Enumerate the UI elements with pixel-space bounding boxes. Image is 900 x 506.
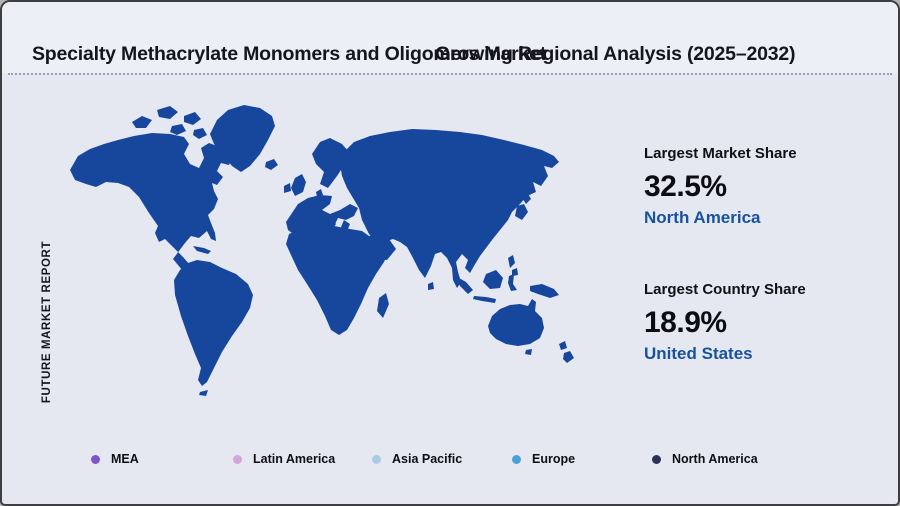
map-legend: MEA Latin America Asia Pacific Europe No… [2, 449, 898, 473]
legend-item-latin-america: Latin America [233, 449, 335, 469]
world-map-landmass [70, 105, 574, 396]
stat-value: 32.5% [644, 170, 727, 203]
stat-largest-country-share: Largest Country Share 18.9% United State… [644, 281, 884, 364]
legend-dot-asia-pacific [372, 454, 381, 464]
legend-item-asia-pacific: Asia Pacific [372, 449, 462, 469]
stats-panel: Largest Market Share 32.5% North America… [644, 145, 884, 404]
legend-item-mea: MEA [91, 449, 139, 469]
legend-dot-mea [91, 454, 100, 464]
legend-label: Asia Pacific [392, 452, 463, 466]
stat-region: United States [644, 344, 753, 363]
legend-dot-north-america [652, 454, 661, 464]
legend-label: Latin America [253, 452, 336, 466]
legend-label: Europe [532, 452, 576, 466]
stat-region: North America [644, 208, 761, 227]
legend-label: MEA [111, 452, 139, 466]
dotted-divider [8, 73, 892, 75]
legend-dot-latin-america [233, 454, 242, 464]
stat-value: 18.9% [644, 306, 727, 339]
stat-label: Largest Country Share [644, 281, 806, 298]
legend-item-north-america: North America [652, 449, 758, 469]
world-map [70, 105, 574, 396]
page-title-analysis: Growing Regional Analysis (2025–2032) [435, 43, 796, 65]
legend-dot-europe [512, 454, 521, 464]
page-title-product: Specialty Methacrylate Monomers and Olig… [32, 43, 547, 65]
title-band [2, 2, 898, 73]
brand-watermark: FUTURE MARKET REPORT [41, 240, 53, 404]
stat-largest-market-share: Largest Market Share 32.5% North America [644, 145, 884, 228]
legend-label: North America [672, 452, 758, 466]
stat-label: Largest Market Share [644, 145, 797, 162]
legend-item-europe: Europe [512, 449, 575, 469]
